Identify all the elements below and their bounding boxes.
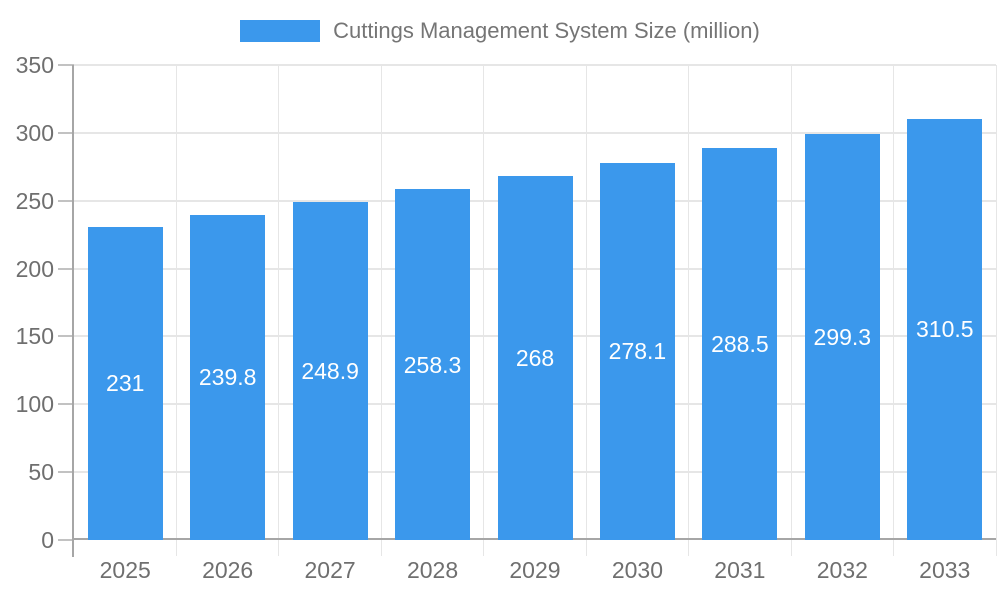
bar-value-label: 299.3 [813, 323, 872, 350]
x-tick-label: 2033 [919, 557, 971, 583]
bar-2032[interactable]: 299.3 [804, 133, 880, 540]
bar-value-label: 239.8 [198, 364, 257, 391]
gridline-horizontal [74, 64, 996, 66]
y-tick-label: 250 [15, 187, 54, 214]
gridline-vertical [278, 65, 280, 556]
y-tick-label: 0 [41, 527, 54, 553]
x-tick-label: 2030 [611, 557, 664, 583]
gridline-vertical [483, 65, 485, 556]
y-tick [58, 471, 74, 474]
gridline-vertical [995, 65, 997, 556]
x-tick-label: 2032 [816, 557, 868, 583]
bar-2025[interactable]: 231 [87, 226, 163, 540]
bar-2030[interactable]: 278.1 [599, 162, 675, 540]
y-tick [58, 539, 74, 541]
bar-value-label: 231 [106, 370, 145, 397]
legend-item[interactable]: Cuttings Management System Size (million… [240, 17, 760, 45]
bar-2028[interactable]: 258.3 [395, 189, 471, 540]
y-axis-line [72, 65, 74, 557]
bar-value-label: 288.5 [711, 331, 769, 358]
bar-value-label: 278.1 [608, 338, 667, 365]
y-tick-label: 100 [15, 391, 54, 418]
y-tick [58, 131, 74, 134]
legend-label: Cuttings Management System Size (million… [333, 18, 760, 43]
y-tick-label: 300 [15, 119, 54, 146]
bar-value-label: 258.3 [403, 351, 462, 378]
bar-value-label: 310.5 [915, 316, 974, 343]
y-tick-label: 150 [15, 323, 54, 350]
x-tick-label: 2029 [509, 557, 561, 583]
gridline-vertical [585, 65, 587, 556]
y-tick-label: 350 [15, 52, 54, 78]
y-tick-label: 50 [28, 459, 54, 486]
x-tick-label: 2027 [304, 557, 356, 583]
bar-value-label: 248.9 [301, 358, 359, 385]
gridline-vertical [790, 65, 792, 556]
x-tick-label: 2028 [406, 557, 459, 583]
y-tick [58, 199, 74, 202]
y-tick [58, 267, 74, 270]
gridline-vertical [688, 65, 690, 556]
bar-2033[interactable]: 310.5 [907, 118, 983, 540]
bar-2029[interactable]: 268 [497, 176, 573, 540]
x-tick-label: 2026 [202, 557, 254, 583]
gridline-vertical [893, 65, 895, 556]
y-tick [58, 335, 74, 338]
x-tick-label: 2031 [714, 557, 766, 583]
y-tick [58, 403, 74, 406]
gridline-vertical [380, 65, 382, 556]
y-tick [58, 64, 74, 66]
x-tick-label: 2025 [99, 557, 151, 583]
bar-value-label: 268 [515, 345, 555, 372]
gridline-vertical [175, 65, 177, 556]
bar-2031[interactable]: 288.5 [702, 148, 778, 540]
legend: Cuttings Management System Size (million… [0, 17, 1000, 45]
bar-2027[interactable]: 248.9 [292, 202, 368, 540]
plot-area: 0 50 100 150 200 250 300 350 231 239.8 248.9 258.3 2… [16, 53, 997, 583]
y-tick-label: 200 [15, 255, 54, 282]
legend-swatch [240, 20, 321, 42]
bar-2026[interactable]: 239.8 [190, 214, 266, 540]
gridline-horizontal [74, 131, 996, 134]
